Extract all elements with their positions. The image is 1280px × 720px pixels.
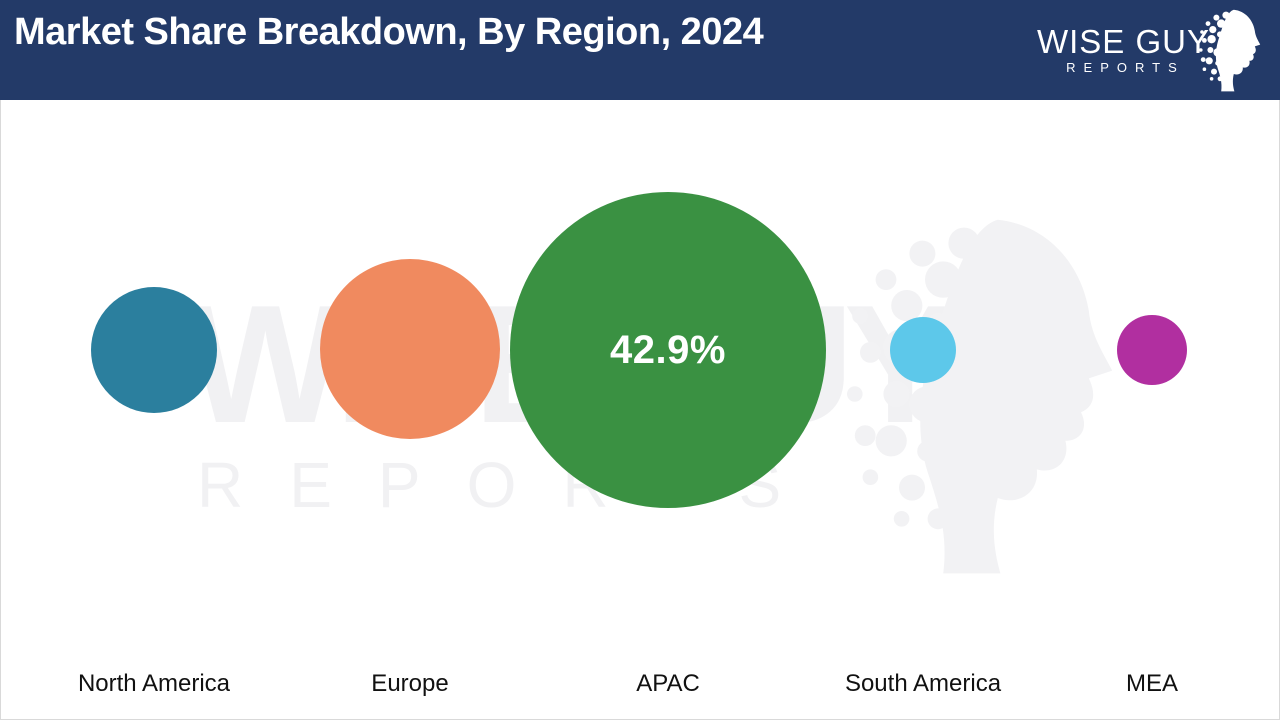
bubble-apac: 42.9% [510, 192, 826, 508]
chart-area: WISE GUY REPORTS North AmericaEurope42.9… [0, 100, 1280, 720]
bubble-plot: North America Europe 42.9% APAC South Americ… [1, 100, 1279, 718]
page-title: Market Share Breakdown, By Region, 2024 [14, 11, 764, 53]
bubble-value-label: 42.9% [610, 327, 726, 372]
bubble-europe [320, 259, 500, 439]
bubble-mea [1117, 315, 1187, 385]
brand-subtitle: REPORTS [1066, 60, 1185, 75]
bubble-south-america [890, 317, 956, 383]
category-label-apac: APAC [636, 670, 700, 697]
bubble-north-america [91, 287, 217, 413]
brand-logo-text: WISE GUY REPORTS [1037, 25, 1210, 75]
category-label-north-america: North America [77, 670, 231, 697]
category-label-europe: Europe [371, 670, 449, 697]
brand-logo: WISE GUY REPORTS [1037, 4, 1268, 96]
header-bar: Market Share Breakdown, By Region, 2024 … [0, 0, 1280, 100]
category-label-mea: MEA [1125, 670, 1179, 697]
brand-name: WISE GUY [1036, 23, 1210, 60]
category-label-south-america: South America [844, 670, 1002, 697]
